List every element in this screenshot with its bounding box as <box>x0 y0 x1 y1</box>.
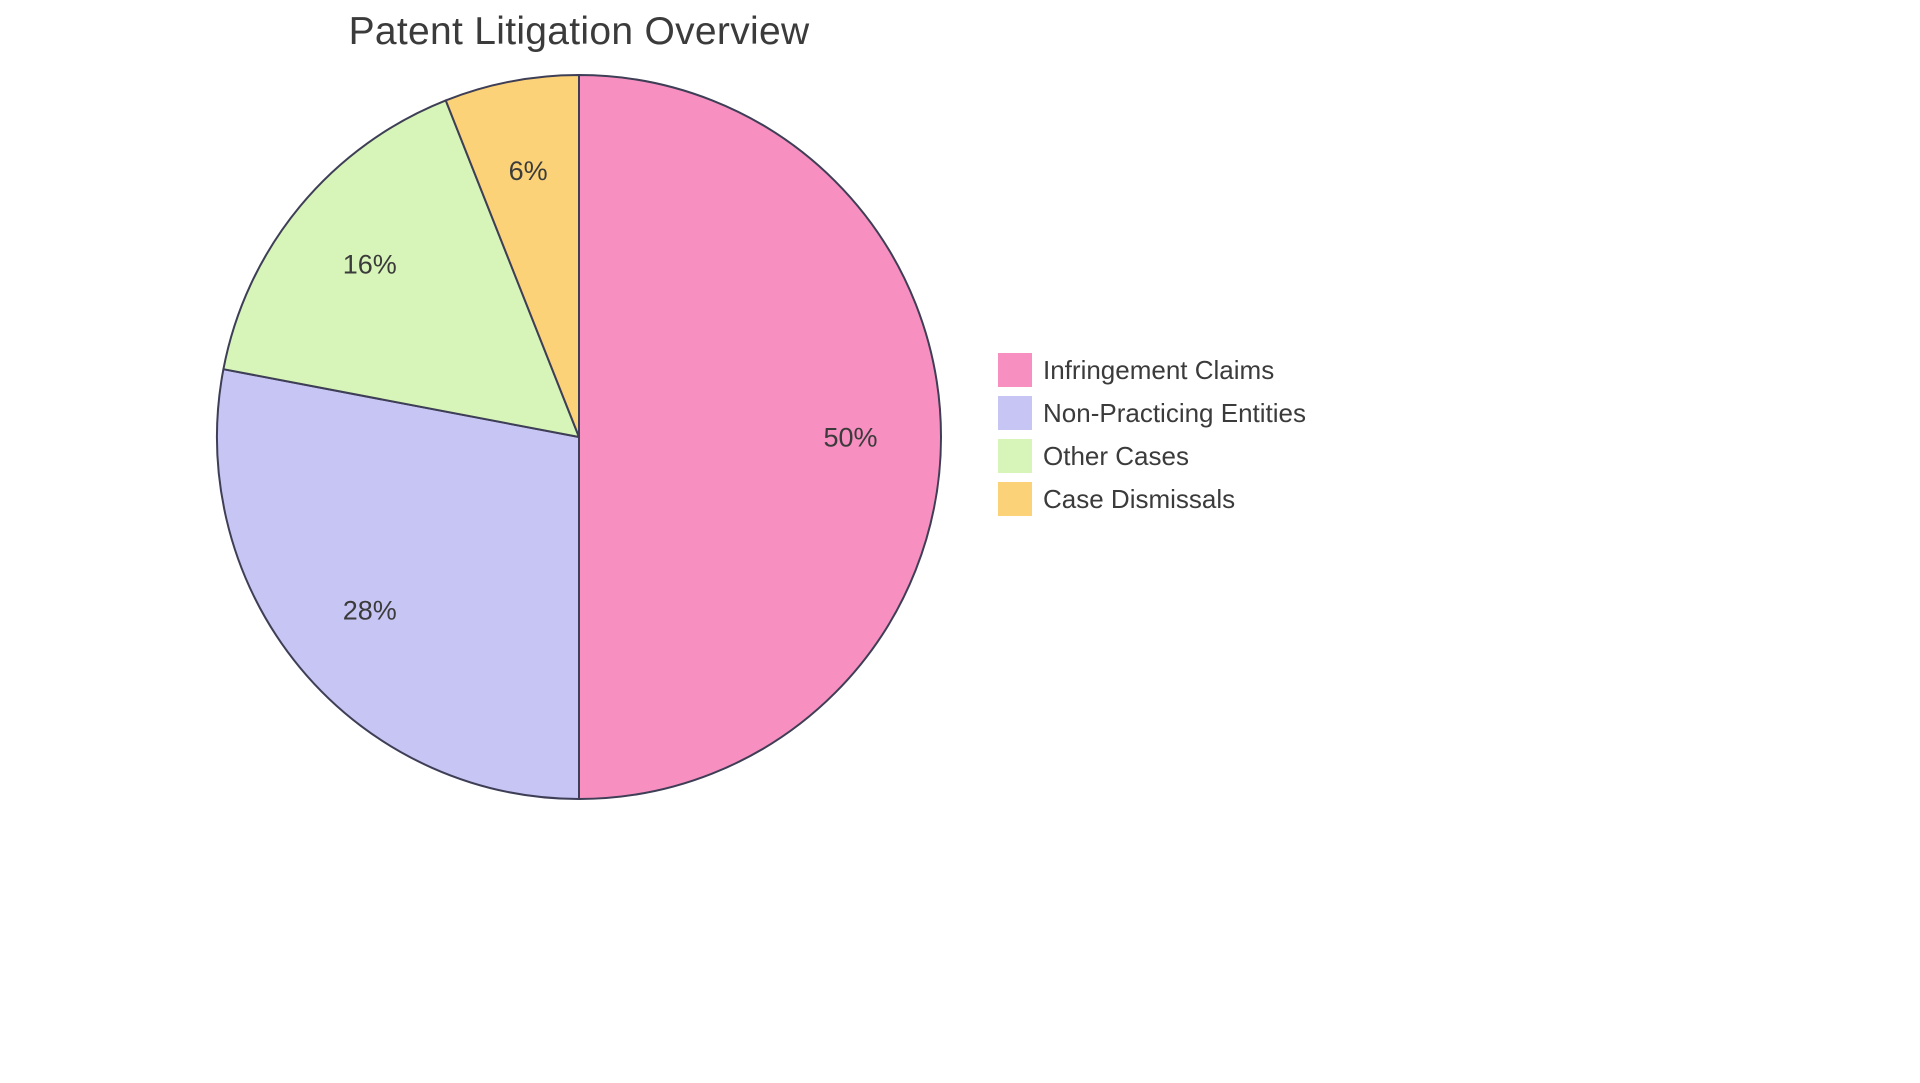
legend-label: Case Dismissals <box>1043 483 1236 514</box>
legend-swatch <box>998 396 1032 430</box>
pie-slice-label: 50% <box>823 422 877 452</box>
legend-item: Non-Practicing Entities <box>998 396 1306 430</box>
legend-label: Non-Practicing Entities <box>1043 397 1306 428</box>
legend-label: Infringement Claims <box>1043 354 1275 385</box>
chart-title: Patent Litigation Overview <box>348 10 810 53</box>
legend-item: Case Dismissals <box>998 482 1306 516</box>
legend-swatch <box>998 353 1032 387</box>
legend-item: Other Cases <box>998 439 1306 473</box>
pie-slice-label: 6% <box>509 156 548 186</box>
pie-slice-2 <box>222 99 580 438</box>
legend-swatch <box>998 439 1032 473</box>
legend: Infringement Claims Non-Practicing Entiti… <box>998 353 1306 516</box>
pie-slice-label: 16% <box>343 249 397 279</box>
legend-swatch <box>998 482 1032 516</box>
legend-label: Other Cases <box>1043 440 1189 471</box>
pie-slice-0 <box>578 74 942 800</box>
pie-slice-3 <box>444 74 580 438</box>
legend-item: Infringement Claims <box>998 353 1306 387</box>
pie-slice-1 <box>216 368 580 800</box>
pie-slice-label: 28% <box>343 596 397 626</box>
